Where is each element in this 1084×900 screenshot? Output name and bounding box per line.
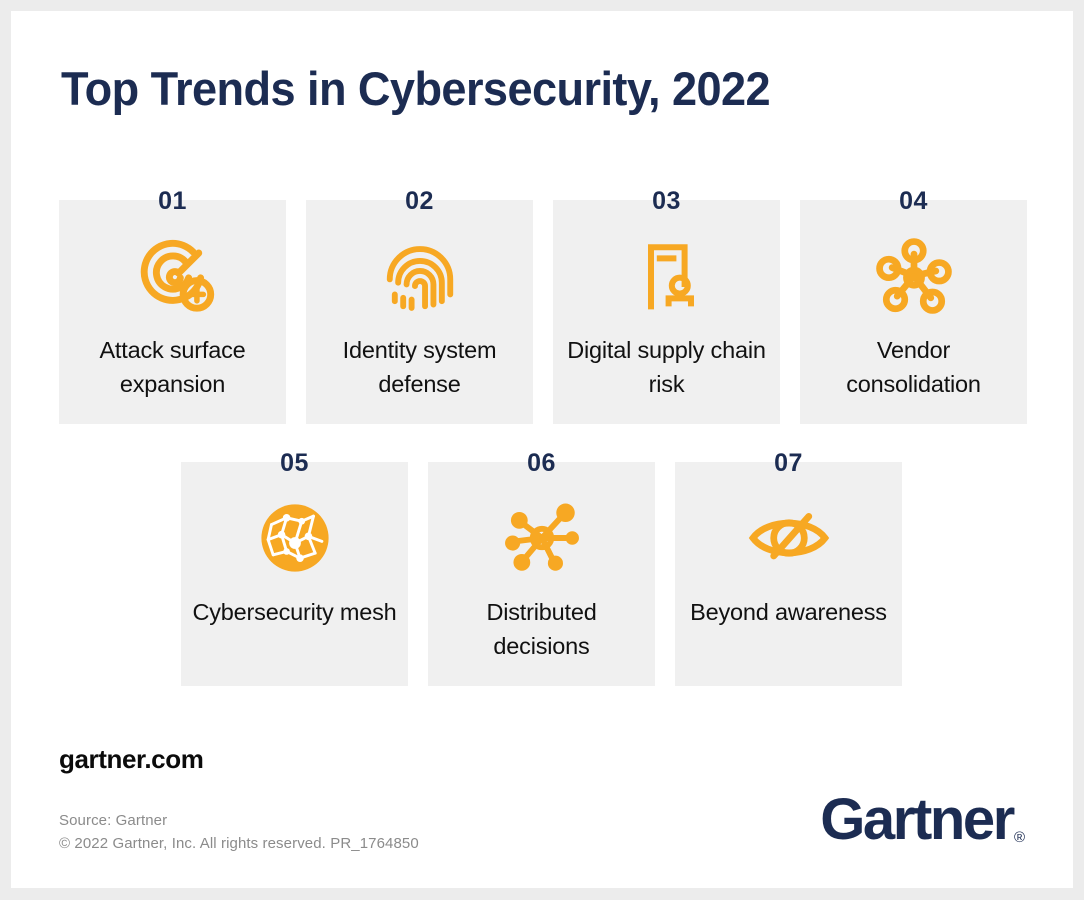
hub-nodes-icon	[866, 231, 962, 321]
trend-card-body[interactable]: Vendor consolidation	[800, 200, 1027, 424]
trend-label: Cybersecurity mesh	[192, 599, 397, 625]
source-line: Source: Gartner	[59, 812, 168, 829]
trend-card-02[interactable]: 02 Identity sy	[306, 189, 533, 424]
trend-number: 07	[774, 449, 803, 477]
target-plus-icon	[125, 231, 221, 321]
page-title: Top Trends in Cybersecurity, 2022	[61, 62, 771, 115]
trend-number: 03	[652, 187, 681, 215]
document-person-lock-icon	[619, 231, 715, 321]
trend-card-body[interactable]: Identity system defense	[306, 200, 533, 424]
trend-card-04[interactable]: 04	[800, 189, 1027, 424]
website-link[interactable]: gartner.com	[59, 744, 204, 774]
mesh-globe-icon	[247, 493, 343, 583]
registered-trademark-icon: ®	[1013, 829, 1025, 846]
trend-card-07[interactable]: 07 Beyond awareness	[675, 451, 902, 686]
infographic-page: Top Trends in Cybersecurity, 2022 01	[11, 11, 1073, 888]
trend-label: Digital supply chain risk	[567, 337, 766, 398]
trend-number: 01	[158, 187, 187, 215]
eye-slash-icon	[741, 493, 837, 583]
trend-label: Distributed decisions	[486, 599, 597, 660]
legal-block: Source: Gartner © 2022 Gartner, Inc. All…	[59, 810, 419, 855]
trend-label: Attack surface expansion	[99, 337, 246, 398]
gartner-logo: Gartner ®	[820, 791, 1025, 849]
trend-card-06[interactable]: 06	[428, 451, 655, 686]
fingerprint-icon	[372, 231, 468, 321]
radial-nodes-icon	[494, 493, 590, 583]
trend-card-03[interactable]: 03 Digital supply chain risk	[553, 189, 780, 424]
trend-card-body[interactable]: Cybersecurity mesh	[181, 462, 408, 686]
trend-card-body[interactable]: Beyond awareness	[675, 462, 902, 686]
trend-card-body[interactable]: Digital supply chain risk	[553, 200, 780, 424]
trend-card-body[interactable]: Distributed decisions	[428, 462, 655, 686]
trend-card-01[interactable]: 01 Attack surface expansion	[59, 189, 286, 424]
trend-card-body[interactable]: Attack surface expansion	[59, 200, 286, 424]
trend-number: 04	[899, 187, 928, 215]
trend-row-bottom: 05	[181, 451, 902, 686]
trend-label: Beyond awareness	[690, 599, 887, 625]
gartner-logo-wordmark: Gartner	[820, 787, 1015, 852]
trend-card-05[interactable]: 05	[181, 451, 408, 686]
trend-number: 05	[280, 449, 309, 477]
copyright-line: © 2022 Gartner, Inc. All rights reserved…	[59, 834, 419, 852]
trend-row-top: 01 Attack surface expansion	[59, 189, 1027, 424]
trend-number: 06	[527, 449, 556, 477]
trend-number: 02	[405, 187, 434, 215]
trend-label: Vendor consolidation	[846, 337, 981, 398]
trend-label: Identity system defense	[342, 337, 497, 398]
